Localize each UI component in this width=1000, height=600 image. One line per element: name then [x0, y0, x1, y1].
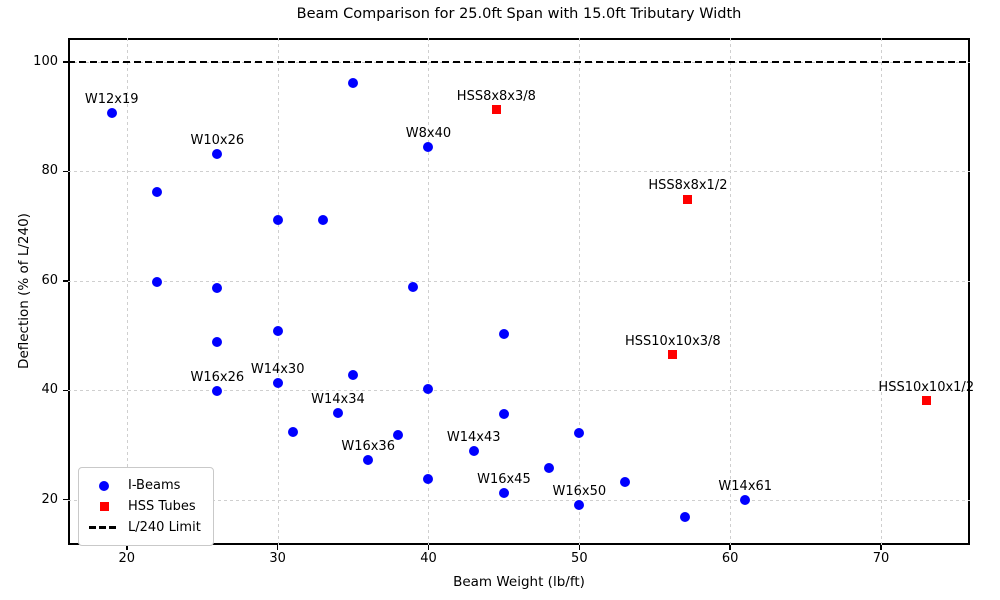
- point-label: HSS8x8x1/2: [648, 178, 728, 194]
- data-point: [423, 384, 434, 395]
- limit-line: [68, 61, 970, 64]
- point-label: W12x19: [84, 91, 139, 107]
- data-point: [212, 148, 223, 159]
- y-tick-label: 80: [41, 163, 58, 179]
- point-label: W16x26: [190, 370, 245, 386]
- x-gridline: [277, 38, 279, 545]
- x-gridline: [579, 38, 581, 545]
- ibeam-marker-icon: [99, 480, 109, 491]
- x-tick-mark: [880, 545, 882, 550]
- x-tick-mark: [578, 545, 581, 550]
- x-tick-label: 30: [269, 551, 286, 566]
- data-point: [544, 463, 555, 474]
- legend: I-Beams HSS Tubes L/240 Limit: [78, 467, 214, 546]
- data-point: [151, 277, 162, 288]
- data-point: [287, 427, 298, 438]
- point-label: W16x36: [341, 439, 395, 455]
- data-point: [498, 409, 509, 420]
- data-point: [363, 455, 374, 466]
- x-gridline: [881, 38, 882, 545]
- y-gridline: [68, 499, 970, 501]
- data-point: [740, 494, 751, 505]
- point-label: W14x43: [446, 429, 501, 445]
- y-gridline: [68, 280, 970, 282]
- x-tick-mark: [126, 545, 128, 550]
- data-point: [468, 445, 479, 456]
- x-gridline: [428, 38, 430, 545]
- point-label: HSS10x10x1/2: [878, 379, 975, 395]
- point-label: W14x61: [718, 478, 773, 494]
- x-tick-label: 40: [420, 551, 437, 566]
- data-point: [348, 370, 359, 381]
- x-gridline: [126, 38, 128, 545]
- y-tick-label: 40: [41, 382, 58, 398]
- point-label: W16x50: [552, 483, 607, 499]
- legend-label-ibeams: I-Beams: [128, 478, 181, 493]
- y-tick-mark: [63, 170, 68, 173]
- point-label: W14x34: [311, 391, 365, 407]
- data-point: [393, 429, 404, 440]
- data-point: [408, 282, 419, 293]
- point-label: W16x45: [477, 472, 531, 488]
- data-point: [498, 329, 509, 340]
- legend-item-limit: L/240 Limit: [89, 517, 201, 538]
- legend-item-hss: HSS Tubes: [89, 496, 201, 517]
- data-point: [491, 105, 501, 115]
- x-gridline: [730, 38, 732, 545]
- point-label: W14x30: [250, 362, 305, 378]
- x-tick-mark: [729, 545, 731, 550]
- data-point: [212, 283, 223, 294]
- point-label: W10x26: [190, 132, 245, 148]
- y-tick-label: 20: [41, 491, 58, 507]
- x-tick-label: 50: [571, 551, 588, 566]
- data-point: [679, 511, 690, 522]
- x-axis-label: Beam Weight (lb/ft): [453, 574, 585, 590]
- y-tick-mark: [63, 389, 68, 391]
- x-tick-mark: [427, 545, 430, 550]
- point-label: HSS10x10x3/8: [625, 333, 721, 349]
- data-point: [498, 488, 509, 499]
- data-point: [423, 473, 434, 484]
- data-point: [106, 107, 117, 118]
- hss-marker-icon: [99, 502, 109, 511]
- y-tick-mark: [63, 280, 68, 282]
- chart-title: Beam Comparison for 25.0ft Span with 15.…: [296, 6, 742, 22]
- data-point: [619, 477, 630, 488]
- y-axis-label: Deflection (% of L/240): [16, 213, 32, 369]
- data-point: [272, 378, 283, 389]
- x-tick-mark: [276, 545, 279, 550]
- data-point: [317, 215, 328, 226]
- point-label: HSS8x8x3/8: [456, 88, 536, 104]
- y-tick-mark: [63, 61, 68, 63]
- x-tick-label: 60: [721, 551, 739, 566]
- data-point: [332, 407, 343, 418]
- legend-label-hss: HSS Tubes: [128, 499, 196, 514]
- y-tick-label: 60: [41, 272, 58, 288]
- limit-line-icon: [89, 526, 119, 529]
- data-point: [574, 427, 585, 438]
- legend-item-ibeams: I-Beams: [89, 475, 201, 496]
- data-point: [683, 194, 693, 204]
- y-gridline: [68, 171, 970, 173]
- data-point: [272, 215, 283, 226]
- data-point: [212, 386, 223, 397]
- y-tick-mark: [63, 498, 68, 501]
- x-tick-label: 70: [872, 551, 890, 566]
- data-point: [574, 499, 585, 510]
- data-point: [348, 78, 359, 89]
- x-tick-label: 20: [118, 551, 136, 566]
- data-point: [668, 350, 678, 360]
- data-point: [921, 396, 931, 406]
- point-label: W8x40: [405, 125, 452, 141]
- data-point: [272, 326, 283, 337]
- data-point: [151, 187, 162, 198]
- data-point: [212, 336, 223, 347]
- y-tick-label: 100: [33, 54, 58, 70]
- y-gridline: [68, 390, 970, 392]
- data-point: [423, 141, 434, 152]
- legend-label-limit: L/240 Limit: [128, 520, 201, 535]
